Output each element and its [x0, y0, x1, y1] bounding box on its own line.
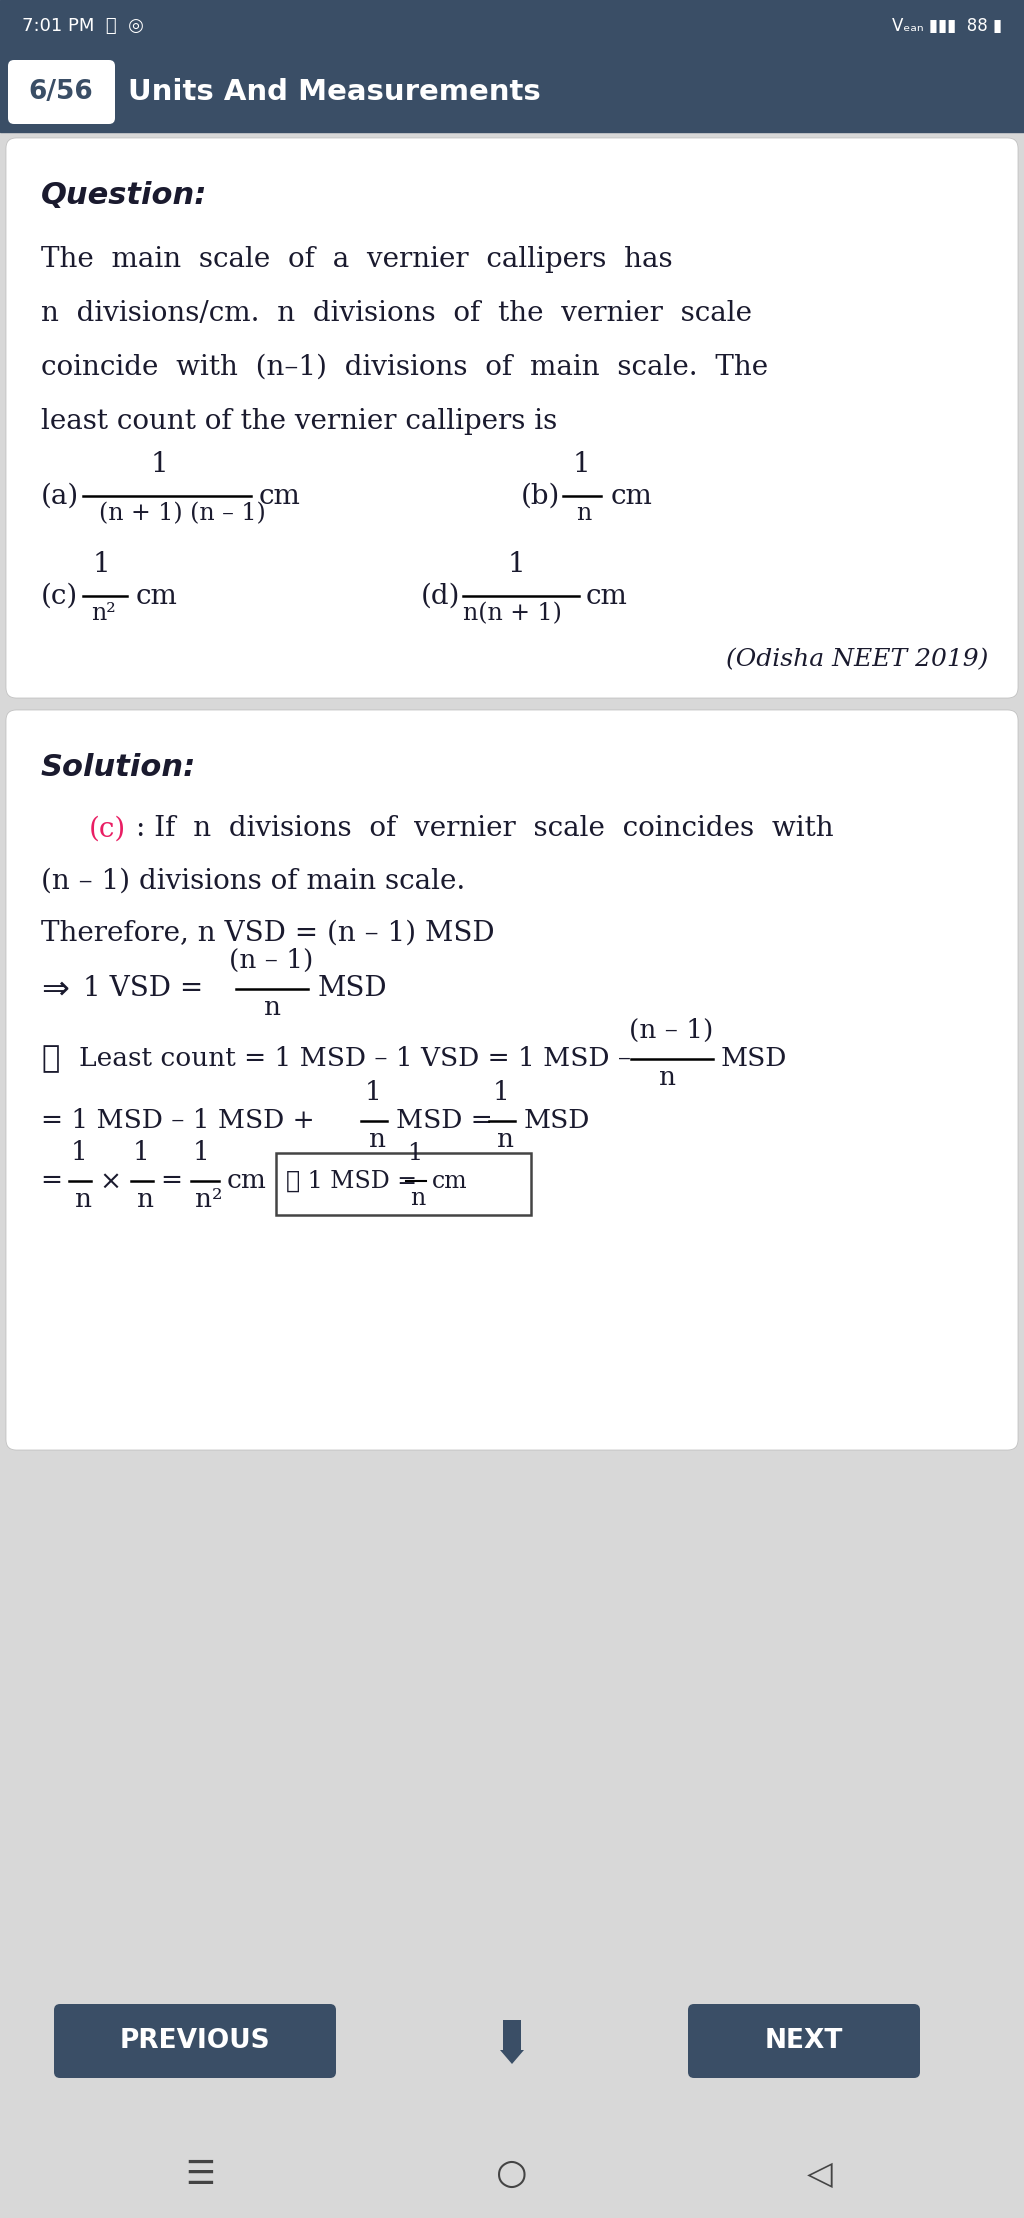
Text: (c): (c) — [89, 816, 126, 843]
Text: cm: cm — [227, 1169, 267, 1193]
Text: 1: 1 — [193, 1140, 209, 1164]
Text: 1: 1 — [493, 1080, 509, 1105]
Text: cm: cm — [432, 1169, 468, 1193]
Text: (n – 1): (n – 1) — [228, 947, 313, 974]
Text: 1: 1 — [92, 550, 110, 579]
Text: cm: cm — [586, 583, 628, 610]
Text: cm: cm — [611, 484, 653, 510]
Text: n: n — [137, 1187, 154, 1211]
Text: Units And Measurements: Units And Measurements — [128, 78, 541, 106]
Text: 1 VSD =: 1 VSD = — [83, 976, 212, 1003]
Text: = 1 MSD – 1 MSD +: = 1 MSD – 1 MSD + — [41, 1109, 323, 1133]
Text: MSD: MSD — [524, 1109, 591, 1133]
Bar — [0, 51, 1024, 133]
Text: ◁: ◁ — [807, 2158, 833, 2191]
Text: n: n — [575, 501, 591, 526]
Text: Vₑₐₙ ▮▮▮  88 ▮: Vₑₐₙ ▮▮▮ 88 ▮ — [892, 18, 1002, 35]
Text: (c): (c) — [41, 583, 78, 610]
FancyBboxPatch shape — [8, 60, 115, 124]
Text: 1: 1 — [507, 550, 525, 579]
Text: least count of the vernier callipers is: least count of the vernier callipers is — [41, 408, 557, 435]
Text: 1: 1 — [572, 450, 590, 479]
Text: ×: × — [99, 1169, 121, 1193]
Text: n: n — [410, 1187, 425, 1211]
FancyBboxPatch shape — [54, 2005, 336, 2078]
Text: ⇒: ⇒ — [41, 971, 69, 1005]
Text: 1: 1 — [365, 1080, 381, 1105]
Text: (b): (b) — [521, 484, 560, 510]
Text: n: n — [75, 1187, 92, 1211]
Text: PREVIOUS: PREVIOUS — [120, 2027, 270, 2054]
Text: (Odisha NEET 2019): (Odisha NEET 2019) — [726, 648, 988, 672]
Text: ∵ 1 MSD =: ∵ 1 MSD = — [286, 1169, 425, 1193]
Text: =: = — [41, 1169, 72, 1193]
Text: MSD: MSD — [318, 976, 388, 1003]
Text: Question:: Question: — [41, 182, 208, 211]
Text: n: n — [369, 1127, 386, 1151]
Text: n: n — [659, 1065, 676, 1089]
Text: MSD =: MSD = — [396, 1109, 501, 1133]
Text: n: n — [497, 1127, 514, 1151]
Bar — [276, 1153, 531, 1215]
Text: coincide  with  (n–1)  divisions  of  main  scale.  The: coincide with (n–1) divisions of main sc… — [41, 355, 768, 381]
FancyBboxPatch shape — [6, 710, 1018, 1451]
Text: 1: 1 — [151, 450, 168, 479]
Text: NEXT: NEXT — [765, 2027, 843, 2054]
Bar — [0, 0, 1024, 51]
Text: Solution:: Solution: — [41, 754, 197, 783]
Text: 6/56: 6/56 — [29, 80, 93, 104]
Text: MSD: MSD — [721, 1047, 787, 1071]
Text: n²: n² — [91, 601, 116, 625]
Text: n²: n² — [195, 1187, 222, 1211]
Bar — [0, 1990, 1024, 2218]
Text: n: n — [264, 996, 281, 1020]
Text: cm: cm — [259, 484, 301, 510]
Text: (n + 1) (n – 1): (n + 1) (n – 1) — [99, 501, 266, 526]
FancyBboxPatch shape — [6, 138, 1018, 699]
Text: The  main  scale  of  a  vernier  callipers  has: The main scale of a vernier callipers ha… — [41, 246, 673, 273]
Text: =: = — [161, 1169, 191, 1193]
Text: (n – 1) divisions of main scale.: (n – 1) divisions of main scale. — [41, 867, 465, 894]
Text: 1: 1 — [408, 1142, 423, 1164]
Text: ∴: ∴ — [41, 1042, 59, 1074]
Text: cm: cm — [136, 583, 178, 610]
Text: (a): (a) — [41, 484, 79, 510]
Text: Therefore, n VSD = (n – 1) MSD: Therefore, n VSD = (n – 1) MSD — [41, 920, 495, 947]
Text: (d): (d) — [421, 583, 461, 610]
Text: n(n + 1): n(n + 1) — [463, 601, 562, 625]
Text: 1: 1 — [133, 1140, 150, 1164]
Text: ☰: ☰ — [185, 2158, 215, 2191]
Bar — [0, 2129, 1024, 2218]
Text: Least count = 1 MSD – 1 VSD = 1 MSD –: Least count = 1 MSD – 1 VSD = 1 MSD – — [79, 1047, 631, 1071]
Text: 7:01 PM  ⨆  ◎: 7:01 PM ⨆ ◎ — [22, 18, 144, 35]
Text: 1: 1 — [71, 1140, 87, 1164]
Text: n  divisions/cm.  n  divisions  of  the  vernier  scale: n divisions/cm. n divisions of the verni… — [41, 299, 752, 326]
Text: ○: ○ — [497, 2156, 527, 2191]
FancyBboxPatch shape — [688, 2005, 920, 2078]
Text: : If  n  divisions  of  vernier  scale  coincides  with: : If n divisions of vernier scale coinci… — [136, 816, 834, 843]
FancyArrow shape — [500, 2021, 524, 2065]
Text: (n – 1): (n – 1) — [629, 1018, 713, 1042]
